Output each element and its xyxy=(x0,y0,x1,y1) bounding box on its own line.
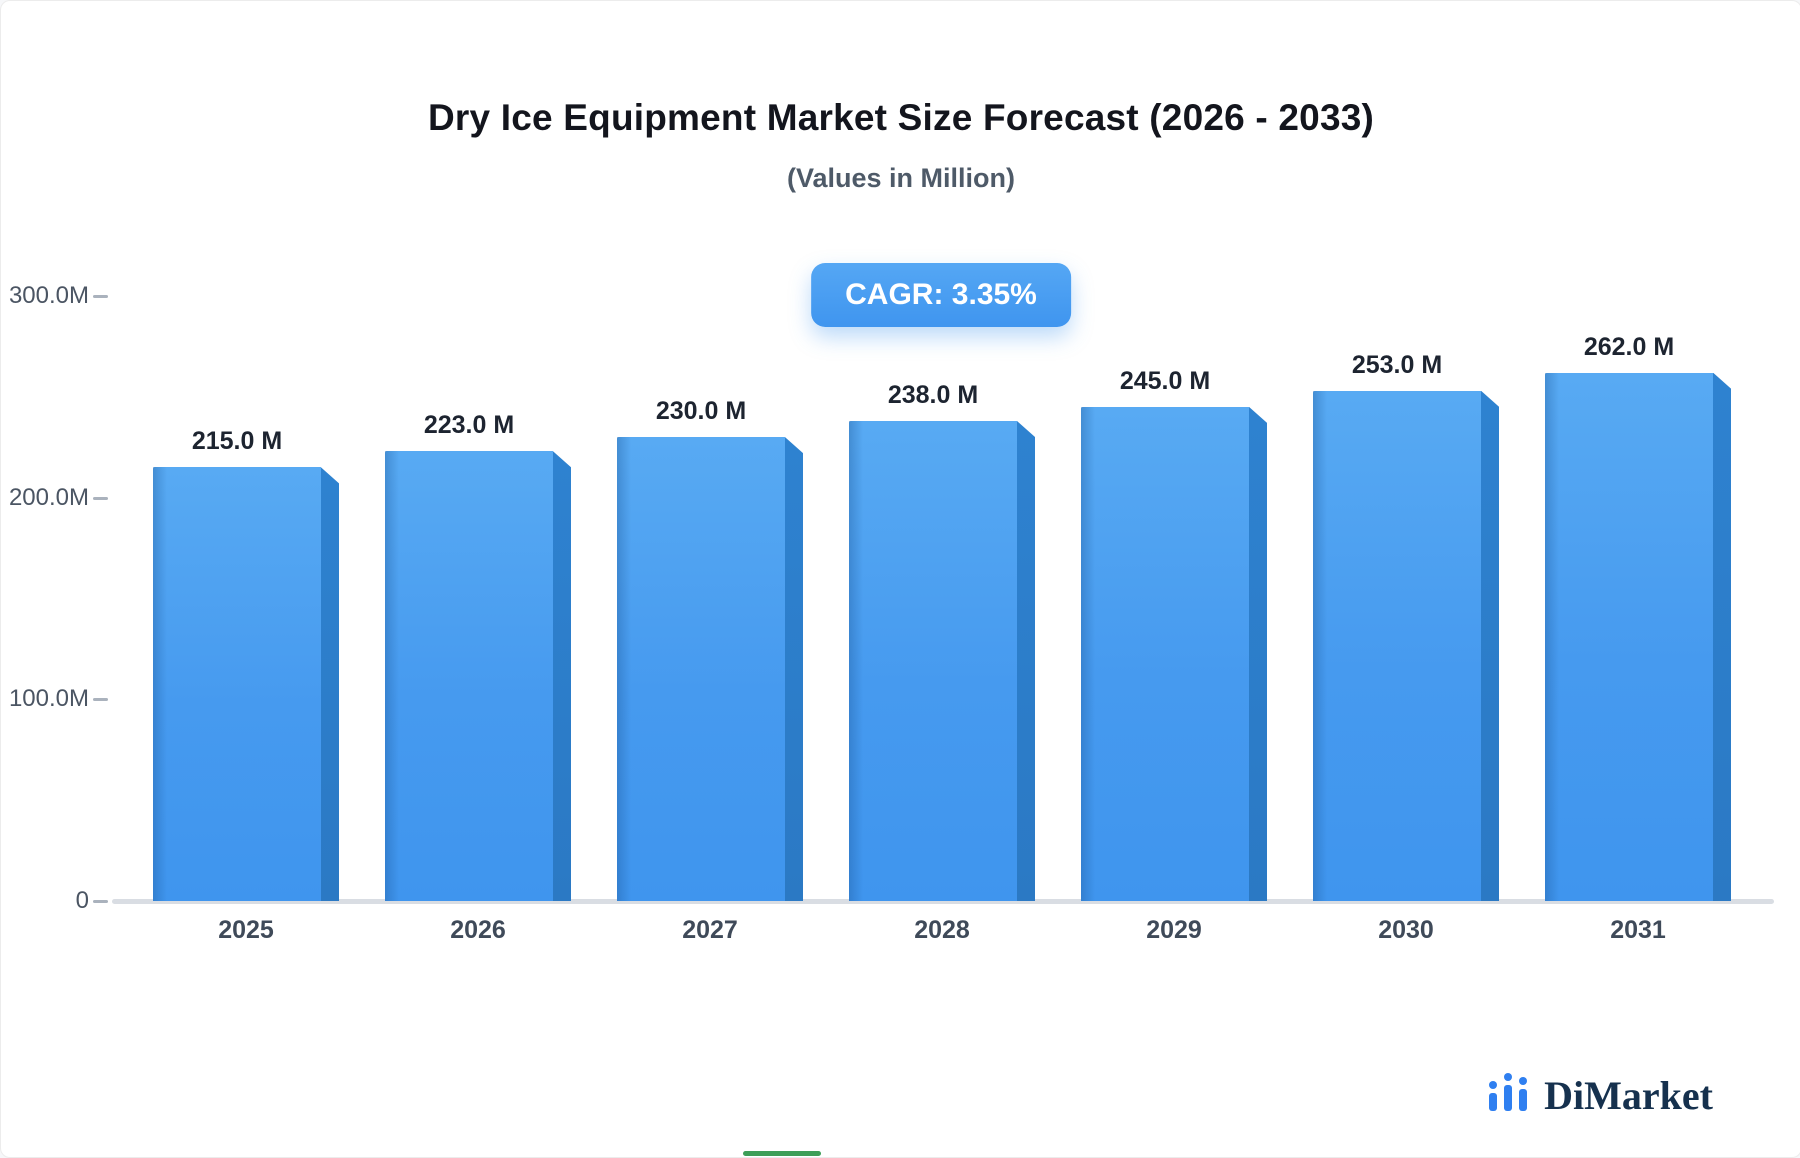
bar-chart-logo-icon xyxy=(1486,1069,1532,1116)
bar-front-face xyxy=(1545,372,1713,902)
bar-front-face xyxy=(617,437,785,901)
x-axis-label: 2025 xyxy=(218,916,274,944)
bar xyxy=(153,467,339,901)
bar-side-face xyxy=(1481,390,1499,901)
y-axis-tick-label: 200.0M xyxy=(8,483,89,511)
brand-logo-text: DiMarket xyxy=(1544,1073,1713,1118)
y-axis-tick-mark xyxy=(93,496,108,500)
bar-value-label: 223.0 M xyxy=(423,411,515,440)
x-axis-label: 2026 xyxy=(450,916,506,944)
bar xyxy=(1545,372,1731,902)
bar-side-face xyxy=(785,437,803,901)
bar xyxy=(617,437,803,901)
y-axis-tick-mark xyxy=(93,900,108,903)
bar-front-face xyxy=(385,451,553,901)
x-axis-label: 2028 xyxy=(914,916,970,944)
y-axis-tick-label: 0 xyxy=(75,887,89,914)
bar xyxy=(849,421,1035,901)
brand-logo: DiMarket xyxy=(1486,1069,1713,1116)
x-axis-label: 2027 xyxy=(682,916,738,944)
bar-side-face xyxy=(321,467,339,901)
bar-value-label: 253.0 M xyxy=(1351,350,1443,379)
bar-front-face xyxy=(1081,406,1249,902)
bar-side-face xyxy=(1249,406,1267,901)
y-axis-tick-mark xyxy=(93,698,108,702)
bar-front-face xyxy=(849,421,1017,901)
bar-value-label: 215.0 M xyxy=(191,427,283,456)
y-axis-tick-label: 300.0M xyxy=(8,282,89,309)
bar xyxy=(1313,390,1499,902)
bar-side-face xyxy=(553,451,571,901)
x-axis-baseline xyxy=(112,899,1774,904)
bar-value-label: 262.0 M xyxy=(1583,332,1675,361)
bar-front-face xyxy=(153,467,321,901)
y-axis-tick-label: 100.0M xyxy=(8,685,89,713)
bottom-accent-line xyxy=(743,1151,821,1156)
chart-title: Dry Ice Equipment Market Size Forecast (… xyxy=(427,97,1375,138)
y-axis-tick-mark xyxy=(93,295,108,298)
chart-subtitle: (Values in Million) xyxy=(786,163,1016,193)
x-axis-label: 2030 xyxy=(1378,916,1434,944)
x-axis-label: 2029 xyxy=(1146,916,1202,944)
chart-header: Dry Ice Equipment Market Size Forecast (… xyxy=(1,97,1800,194)
cagr-badge: CAGR: 3.35% xyxy=(811,263,1071,327)
bar xyxy=(1081,406,1267,902)
bar-value-label: 238.0 M xyxy=(887,381,979,410)
bar xyxy=(385,451,571,901)
bar-side-face xyxy=(1713,372,1731,901)
x-axis-label: 2031 xyxy=(1610,916,1666,944)
bar-side-face xyxy=(1017,421,1035,901)
bar-value-label: 230.0 M xyxy=(655,397,747,426)
bar-value-label: 245.0 M xyxy=(1119,366,1211,395)
bar-front-face xyxy=(1313,390,1481,902)
